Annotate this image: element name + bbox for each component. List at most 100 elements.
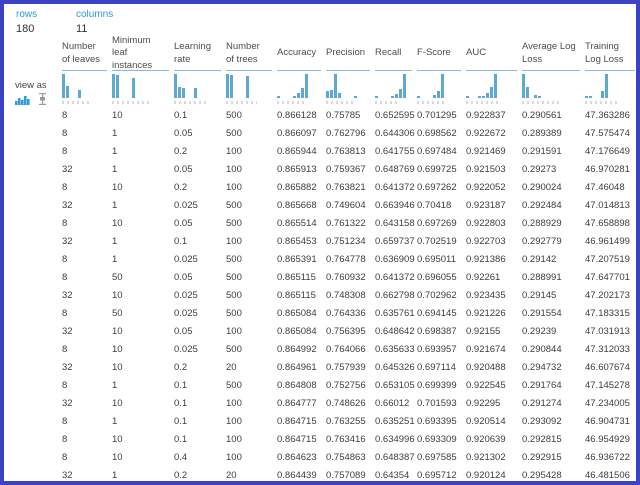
cell-precision: 0.763813 [326, 145, 366, 157]
column-header-auc[interactable]: AUC [466, 37, 517, 71]
cell-minimum_leaf_instances: 1 [112, 145, 118, 157]
cell-minimum_leaf_instances: 1 [112, 415, 118, 427]
cell-auc: 0.92295 [466, 397, 501, 409]
cell-minimum_leaf_instances: 1 [112, 199, 118, 211]
histogram-average_log_loss[interactable] [522, 74, 585, 104]
cell-recall: 0.653105 [375, 379, 415, 391]
table-row[interactable]: 8 1 0.1 100 0.864715 0.763255 0.635251 0.693395… [62, 412, 636, 430]
histogram-training_log_loss[interactable] [585, 74, 636, 104]
cell-average_log_loss: 0.290024 [522, 181, 562, 193]
histogram-number_of_trees[interactable] [226, 74, 277, 104]
cell-accuracy: 0.865668 [277, 199, 317, 211]
cell-f_score: 0.695011 [417, 253, 456, 265]
table-row[interactable]: 8 10 0.1 500 0.866128 0.75785 0.652595 0.701295… [62, 106, 636, 124]
table-row[interactable]: 8 50 0.025 500 0.865084 0.764336 0.635761 0.694… [62, 304, 636, 322]
cell-auc: 0.92155 [466, 325, 501, 337]
cell-f_score: 0.697269 [417, 217, 457, 229]
cell-auc: 0.920514 [466, 415, 506, 427]
cell-f_score: 0.699725 [417, 163, 457, 175]
table-row[interactable]: 32 1 0.1 100 0.865453 0.751234 0.659737 0.70251… [62, 232, 636, 250]
histogram-axis-labels [326, 101, 356, 104]
column-header-average_log_loss[interactable]: Average Log Loss [522, 37, 580, 71]
cell-minimum_leaf_instances: 1 [112, 127, 118, 139]
cell-training_log_loss: 47.031913 [585, 325, 630, 337]
cell-recall: 0.635633 [375, 343, 415, 355]
data-table-body: 8 10 0.1 500 0.866128 0.75785 0.652595 0.701295… [4, 106, 636, 481]
table-row[interactable]: 32 1 0.05 100 0.865913 0.759367 0.648769 0.6997… [62, 160, 636, 178]
histogram-view-icon[interactable] [15, 94, 31, 105]
cell-f_score: 0.70418 [417, 199, 452, 211]
cell-learning_rate: 0.025 [174, 289, 198, 301]
table-row[interactable]: 8 10 0.1 100 0.864715 0.763416 0.634996 0.69330… [62, 430, 636, 448]
cell-training_log_loss: 46.954929 [585, 433, 630, 445]
table-row[interactable]: 8 50 0.05 500 0.865115 0.760932 0.641372 0.6960… [62, 268, 636, 286]
cell-f_score: 0.693395 [417, 415, 457, 427]
table-row[interactable]: 32 10 0.025 500 0.865115 0.748308 0.662798 0.70… [62, 286, 636, 304]
table-row[interactable]: 8 10 0.2 100 0.865882 0.763821 0.641372 0.69726… [62, 178, 636, 196]
histogram-minimum_leaf_instances[interactable] [112, 74, 174, 104]
histogram-recall[interactable] [375, 74, 417, 104]
cell-auc: 0.922672 [466, 127, 506, 139]
table-row[interactable]: 32 10 0.2 20 0.864961 0.757939 0.645326 0.69711… [62, 358, 636, 376]
cell-f_score: 0.694145 [417, 307, 457, 319]
table-row[interactable]: 8 1 0.025 500 0.865391 0.764778 0.636909 0.6950… [62, 250, 636, 268]
cell-average_log_loss: 0.289389 [522, 127, 562, 139]
column-header-precision[interactable]: Precision [326, 37, 370, 71]
cell-precision: 0.757089 [326, 469, 366, 481]
cell-average_log_loss: 0.291274 [522, 397, 562, 409]
column-header-accuracy[interactable]: Accuracy [277, 37, 321, 71]
cell-minimum_leaf_instances: 10 [112, 451, 123, 463]
cell-minimum_leaf_instances: 50 [112, 271, 123, 283]
column-header-learning_rate[interactable]: Learning rate [174, 37, 221, 71]
cell-minimum_leaf_instances: 1 [112, 163, 118, 175]
boxplot-view-icon[interactable] [38, 93, 47, 105]
cell-auc: 0.922545 [466, 379, 506, 391]
table-row[interactable]: 8 10 0.05 500 0.865514 0.761322 0.643158 0.6972… [62, 214, 636, 232]
histogram-f_score[interactable] [417, 74, 466, 104]
cell-precision: 0.763255 [326, 415, 366, 427]
cell-recall: 0.641372 [375, 181, 415, 193]
cell-auc: 0.922803 [466, 217, 506, 229]
histogram-learning_rate[interactable] [174, 74, 226, 104]
column-header-training_log_loss[interactable]: Training Log Loss [585, 37, 635, 71]
cell-recall: 0.636909 [375, 253, 415, 265]
cell-training_log_loss: 46.961499 [585, 235, 630, 247]
histogram-accuracy[interactable] [277, 74, 326, 104]
cell-number_of_trees: 100 [226, 433, 242, 445]
cell-number_of_trees: 500 [226, 289, 242, 301]
cell-number_of_leaves: 8 [62, 415, 68, 427]
histogram-auc[interactable] [466, 74, 522, 104]
table-row[interactable]: 32 1 0.025 500 0.865668 0.749604 0.663946 0.704… [62, 196, 636, 214]
column-header-recall[interactable]: Recall [375, 37, 412, 71]
table-row[interactable]: 8 10 0.4 100 0.864623 0.754863 0.648387 0.69758… [62, 448, 636, 466]
cell-auc: 0.921302 [466, 451, 506, 463]
column-header-minimum_leaf_instances[interactable]: Minimum leaf instances [112, 35, 169, 71]
cell-auc: 0.920639 [466, 433, 506, 445]
cell-precision: 0.761322 [326, 217, 366, 229]
cell-training_log_loss: 47.658898 [585, 217, 630, 229]
column-header-number_of_leaves[interactable]: Number of leaves [62, 37, 107, 71]
table-row[interactable]: 8 1 0.2 100 0.865944 0.763813 0.641755 0.697484… [62, 142, 636, 160]
table-row[interactable]: 32 10 0.1 100 0.864777 0.748626 0.66012 0.70159… [62, 394, 636, 412]
cell-number_of_trees: 20 [226, 469, 237, 481]
cell-number_of_trees: 100 [226, 235, 242, 247]
column-header-number_of_trees[interactable]: Number of trees [226, 37, 272, 71]
cell-recall: 0.635251 [375, 415, 415, 427]
cell-average_log_loss: 0.290561 [522, 109, 562, 121]
table-row[interactable]: 32 10 0.05 100 0.865084 0.756395 0.648642 0.698… [62, 322, 636, 340]
cell-accuracy: 0.864715 [277, 433, 317, 445]
columns-stat: columns 11 [76, 9, 122, 35]
cell-auc: 0.921386 [466, 253, 506, 265]
table-row[interactable]: 8 1 0.1 500 0.864808 0.752756 0.653105 0.699399… [62, 376, 636, 394]
column-header-f_score[interactable]: F-Score [417, 37, 461, 71]
cell-number_of_trees: 500 [226, 127, 242, 139]
cell-f_score: 0.697262 [417, 181, 457, 193]
histogram-precision[interactable] [326, 74, 375, 104]
table-row[interactable]: 8 10 0.025 500 0.864992 0.764066 0.635633 0.693… [62, 340, 636, 358]
table-row[interactable]: 32 1 0.2 20 0.864439 0.757089 0.64354 0.695712 0… [62, 466, 636, 481]
histogram-number_of_leaves[interactable] [62, 74, 112, 104]
cell-learning_rate: 0.2 [174, 361, 188, 373]
table-row[interactable]: 8 1 0.05 500 0.866097 0.762796 0.644306 0.69856… [62, 124, 636, 142]
cell-training_log_loss: 47.145278 [585, 379, 630, 391]
cell-f_score: 0.693309 [417, 433, 457, 445]
